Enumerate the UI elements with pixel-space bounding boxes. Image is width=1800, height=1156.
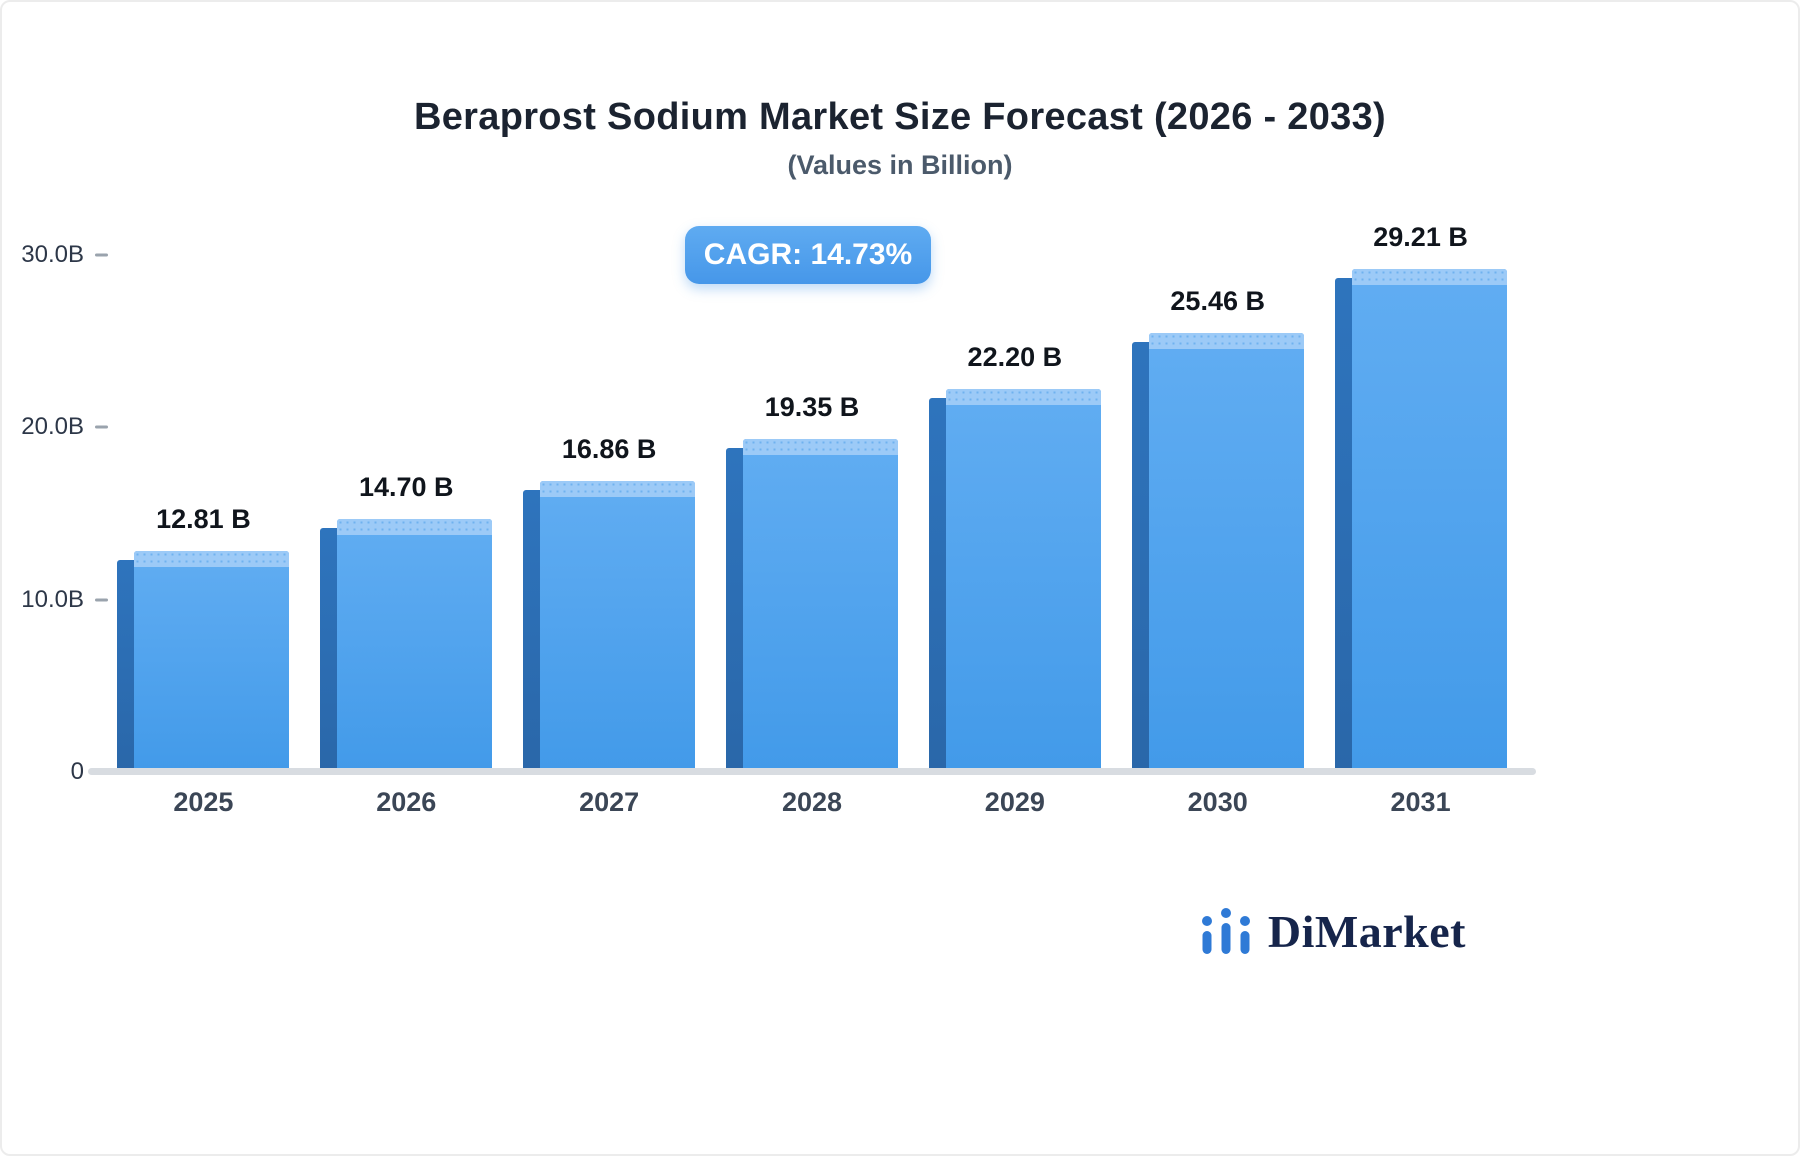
x-axis-label: 2027 xyxy=(579,787,640,817)
bar-top-face xyxy=(337,518,493,535)
bar xyxy=(117,551,290,772)
x-axis: 2025 2026 2027 2028 2029 2030 2031 xyxy=(102,787,1522,827)
bar-value-label: 22.20 B xyxy=(967,342,1063,373)
plot-area: 12.81 B 14.70 B 16.86 B 19.35 B 22.20 B 25.46… xyxy=(102,222,1522,772)
y-axis-tick-label: 0 xyxy=(70,758,84,785)
bar xyxy=(1131,333,1304,772)
bar-side-face xyxy=(523,490,541,772)
bar-side-face xyxy=(117,560,135,772)
bar-top-face xyxy=(134,551,290,568)
x-axis-label: 2028 xyxy=(781,787,843,817)
cagr-badge: CAGR: 14.73% xyxy=(685,226,931,284)
bar xyxy=(523,481,696,772)
x-axis-label: 2031 xyxy=(1390,787,1451,817)
y-axis-tick-label: 30.0B xyxy=(21,241,84,268)
bar-side-face xyxy=(928,398,946,772)
bar-top-face xyxy=(945,389,1101,406)
brand-name: DiMarket xyxy=(1267,906,1466,957)
bar-side-face xyxy=(320,527,338,772)
x-axis-label: 2029 xyxy=(984,787,1045,817)
y-axis-tick-label: 20.0B xyxy=(21,413,84,441)
y-axis-tick-mark xyxy=(95,425,108,429)
bar-value-label: 12.81 B xyxy=(156,504,251,535)
bar-front-face xyxy=(540,481,696,772)
cagr-badge-label: CAGR: 14.73% xyxy=(703,238,913,271)
bar-value-label: 19.35 B xyxy=(764,391,860,422)
x-axis-label: 2025 xyxy=(173,787,234,817)
bar-front-face xyxy=(945,389,1101,772)
bar xyxy=(1334,268,1507,772)
x-axis-line xyxy=(88,768,1536,775)
bar-side-face xyxy=(726,447,743,772)
bar-value-label: 25.46 B xyxy=(1170,286,1265,317)
y-axis-tick-mark xyxy=(95,253,108,257)
bar xyxy=(726,438,898,772)
bar xyxy=(320,518,493,772)
bar-value-label: 29.21 B xyxy=(1373,221,1468,252)
bar-top-face xyxy=(743,438,898,455)
bar-top-face xyxy=(1351,268,1507,285)
bar-front-face xyxy=(1148,333,1304,772)
bar-front-face xyxy=(337,518,493,772)
y-axis-tick-label: 10.0B xyxy=(21,585,84,613)
bar-side-face xyxy=(1334,277,1352,772)
chart-title: Beraprost Sodium Market Size Forecast (2… xyxy=(414,96,1386,138)
y-axis: 0 10.0B 20.0B 30.0B xyxy=(2,241,108,785)
brand-logo: DiMarket xyxy=(1198,905,1466,958)
bar-front-face xyxy=(743,438,898,772)
bar-value-label: 16.86 B xyxy=(561,434,657,465)
bar-top-face xyxy=(1148,333,1304,350)
bar-front-face xyxy=(1351,268,1507,772)
bar-top-face xyxy=(540,481,696,498)
x-axis-label: 2026 xyxy=(376,787,437,817)
chart-subtitle: (Values in Billion) xyxy=(787,150,1013,180)
bar-value-label: 14.70 B xyxy=(358,471,454,502)
bar-front-face xyxy=(134,551,290,772)
x-axis-label: 2030 xyxy=(1187,787,1248,817)
bar xyxy=(928,389,1101,772)
y-axis-tick-mark xyxy=(95,598,108,602)
bar-side-face xyxy=(1131,342,1149,772)
bar-chart-dots-icon xyxy=(1198,906,1254,958)
